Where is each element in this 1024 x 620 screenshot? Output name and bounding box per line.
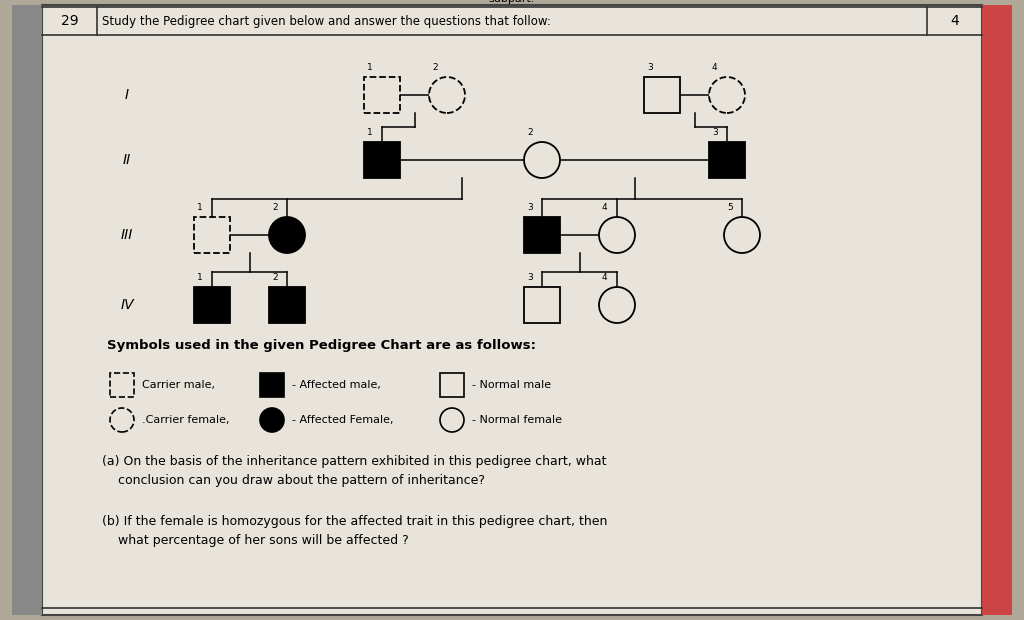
Text: - Normal male: - Normal male: [472, 380, 551, 390]
Text: I: I: [125, 88, 129, 102]
Text: 3: 3: [527, 203, 532, 212]
Text: subpart.: subpart.: [488, 0, 536, 4]
Circle shape: [110, 408, 134, 432]
Text: .Carrier female,: .Carrier female,: [142, 415, 229, 425]
Text: 3: 3: [712, 128, 718, 137]
Text: 1: 1: [197, 203, 203, 212]
Bar: [644, 77, 680, 113]
Bar: [364, 77, 400, 113]
Circle shape: [440, 408, 464, 432]
Text: Carrier male,: Carrier male,: [142, 380, 215, 390]
Bar: [194, 287, 230, 323]
Circle shape: [429, 77, 465, 113]
Bar: [524, 287, 560, 323]
Text: 5: 5: [727, 203, 733, 212]
Bar: [110, 373, 134, 397]
Text: 4: 4: [602, 203, 607, 212]
Text: - Normal female: - Normal female: [472, 415, 562, 425]
Circle shape: [724, 217, 760, 253]
Bar: [524, 217, 560, 253]
Text: 3: 3: [647, 63, 652, 72]
Bar: [709, 142, 745, 178]
Text: (a) On the basis of the inheritance pattern exhibited in this pedigree chart, wh: (a) On the basis of the inheritance patt…: [102, 455, 606, 487]
Text: 1: 1: [197, 273, 203, 282]
Text: 2: 2: [527, 128, 532, 137]
Text: (b) If the female is homozygous for the affected trait in this pedigree chart, t: (b) If the female is homozygous for the …: [102, 515, 607, 547]
Bar: [269, 287, 305, 323]
Circle shape: [709, 77, 745, 113]
Text: 2: 2: [432, 63, 437, 72]
Text: 29: 29: [61, 14, 79, 28]
Circle shape: [599, 287, 635, 323]
Circle shape: [260, 408, 284, 432]
Text: 4: 4: [950, 14, 959, 28]
Bar: [440, 373, 464, 397]
Text: IV: IV: [120, 298, 134, 312]
Bar: [364, 142, 400, 178]
Text: - Affected male,: - Affected male,: [292, 380, 381, 390]
Text: - Affected Female,: - Affected Female,: [292, 415, 393, 425]
Text: II: II: [123, 153, 131, 167]
Text: 1: 1: [367, 128, 373, 137]
Text: Study the Pedigree chart given below and answer the questions that follow:: Study the Pedigree chart given below and…: [102, 14, 551, 27]
Text: 2: 2: [272, 273, 278, 282]
Text: 2: 2: [272, 203, 278, 212]
Text: 1: 1: [367, 63, 373, 72]
Circle shape: [269, 217, 305, 253]
Text: 3: 3: [527, 273, 532, 282]
Bar: [194, 217, 230, 253]
Bar: [982, 5, 1012, 615]
Bar: [260, 373, 284, 397]
Text: III: III: [121, 228, 133, 242]
Bar: [12, 5, 42, 615]
Text: 4: 4: [712, 63, 718, 72]
Text: 4: 4: [602, 273, 607, 282]
Text: Symbols used in the given Pedigree Chart are as follows:: Symbols used in the given Pedigree Chart…: [106, 339, 536, 352]
Circle shape: [524, 142, 560, 178]
Circle shape: [599, 217, 635, 253]
